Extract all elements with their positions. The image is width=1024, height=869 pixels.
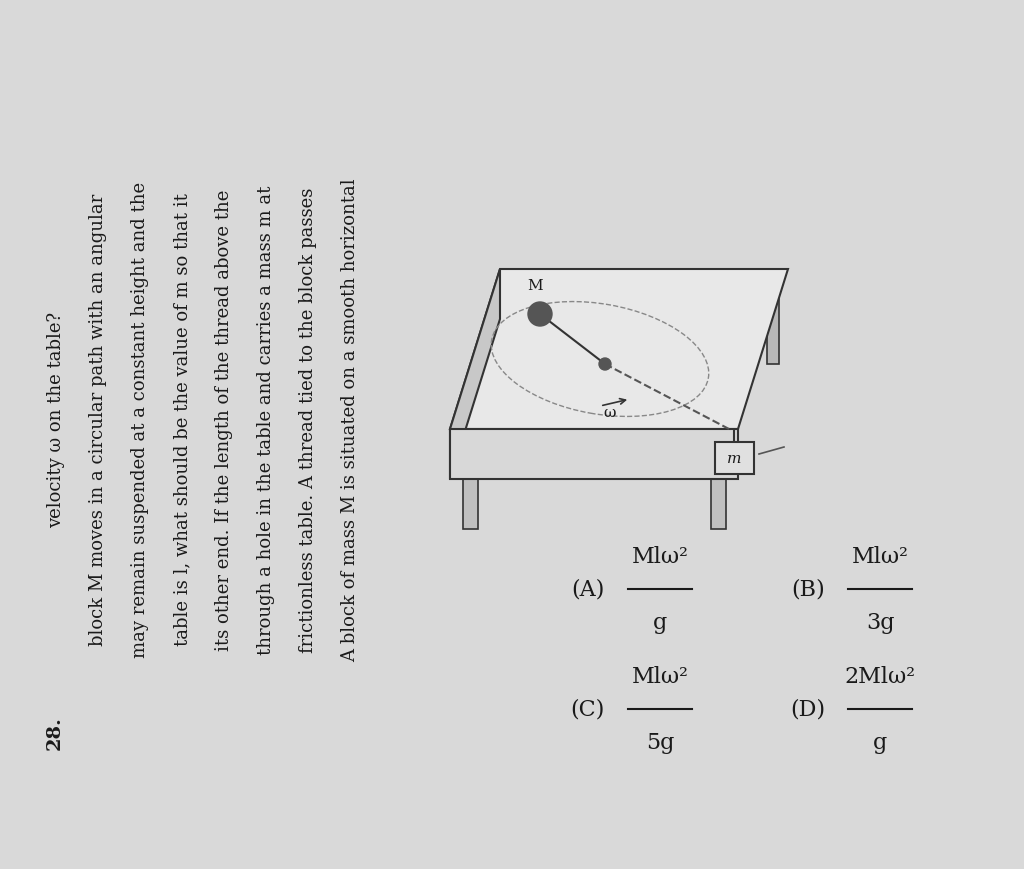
Circle shape [599, 359, 611, 370]
Text: 2Mlω²: 2Mlω² [845, 666, 915, 687]
Polygon shape [514, 275, 526, 365]
Text: M: M [527, 279, 543, 293]
Text: Mlω²: Mlω² [852, 546, 908, 567]
Text: block M moves in a circular path with an angular: block M moves in a circular path with an… [89, 194, 106, 646]
FancyBboxPatch shape [715, 442, 754, 474]
Text: 28.: 28. [46, 715, 65, 749]
Polygon shape [463, 429, 477, 529]
Text: (A): (A) [571, 579, 605, 600]
Text: ω: ω [604, 406, 616, 420]
Text: Mlω²: Mlω² [632, 666, 688, 687]
Text: A block of mass M is situated on a smooth horizontal: A block of mass M is situated on a smoot… [341, 178, 359, 661]
Polygon shape [767, 275, 779, 365]
Text: through a hole in the table and carries a mass m at: through a hole in the table and carries … [257, 185, 275, 654]
Text: 3g: 3g [865, 611, 894, 634]
Text: may remain suspended at a constant height and the: may remain suspended at a constant heigh… [131, 182, 150, 657]
Text: table is l, what should be the value of m so that it: table is l, what should be the value of … [173, 193, 191, 646]
Text: g: g [872, 731, 887, 753]
Text: (D): (D) [790, 698, 825, 720]
Polygon shape [450, 429, 738, 480]
Text: (C): (C) [570, 698, 605, 720]
Text: frictionless table. A thread tied to the block passes: frictionless table. A thread tied to the… [299, 187, 317, 652]
Polygon shape [450, 269, 500, 480]
Text: its other end. If the length of the thread above the: its other end. If the length of the thre… [215, 189, 233, 650]
Circle shape [528, 302, 552, 327]
Polygon shape [450, 269, 788, 429]
Text: Mlω²: Mlω² [632, 546, 688, 567]
Text: m: m [727, 452, 741, 466]
Polygon shape [711, 429, 725, 529]
Text: (B): (B) [792, 579, 825, 600]
Text: velocity ω on the table?: velocity ω on the table? [47, 312, 65, 527]
Text: g: g [653, 611, 667, 634]
Text: 5g: 5g [646, 731, 674, 753]
